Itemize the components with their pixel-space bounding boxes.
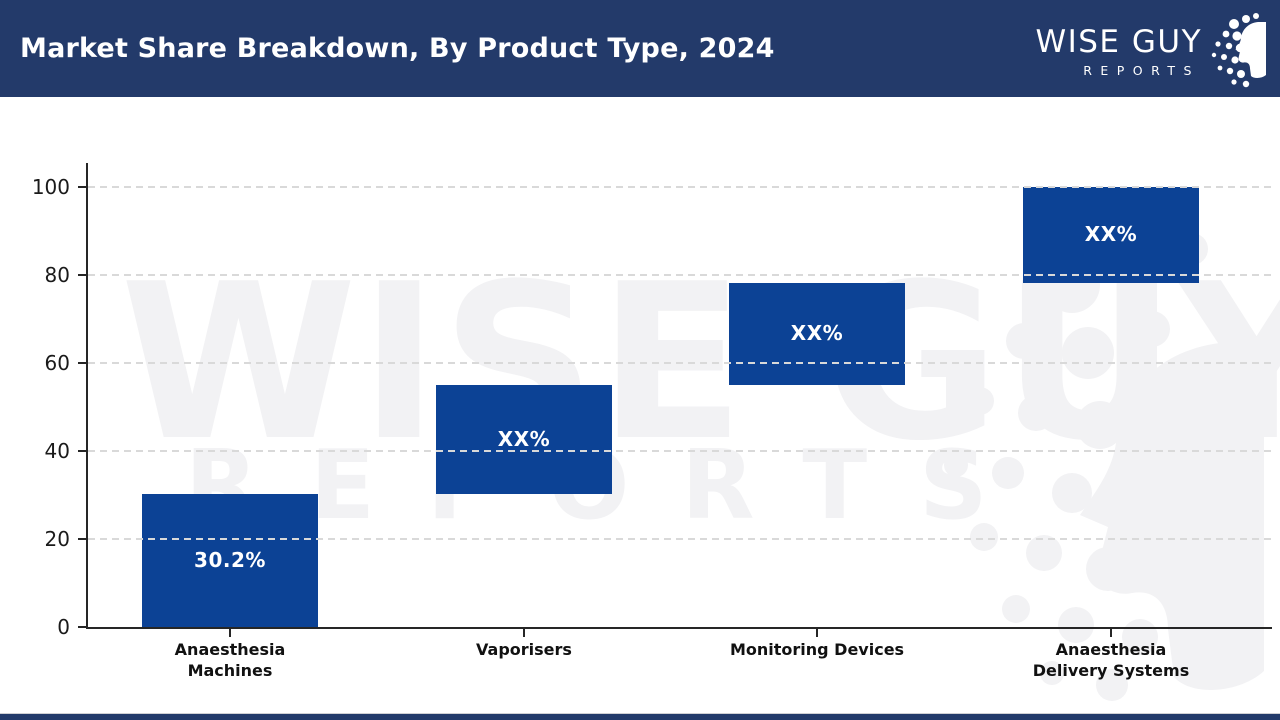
y-tick-label: 100 xyxy=(31,175,70,199)
bar-value-label: XX% xyxy=(1084,221,1138,246)
x-tick-mark xyxy=(816,629,818,637)
gridline-60 xyxy=(88,362,1272,364)
bar-3 xyxy=(729,282,905,385)
logo-wordmark: WISE GUY xyxy=(1035,24,1202,60)
y-tick-mark xyxy=(78,186,86,188)
y-tick-label: 60 xyxy=(44,351,70,375)
x-tick-mark xyxy=(523,629,525,637)
gridline-80 xyxy=(88,274,1272,276)
header-bar: Market Share Breakdown, By Product Type,… xyxy=(0,0,1280,97)
category-label: Monitoring Devices xyxy=(729,640,905,659)
y-tick-label: 40 xyxy=(44,439,70,463)
bar-1 xyxy=(142,494,318,627)
y-tick-mark xyxy=(78,274,86,276)
gridline-20 xyxy=(88,538,1272,540)
bar-value-label: XX% xyxy=(497,426,551,451)
bar-2 xyxy=(436,385,612,495)
gridline-40 xyxy=(88,450,1272,452)
y-tick-mark xyxy=(78,362,86,364)
y-tick-label: 20 xyxy=(44,527,70,551)
logo-subtitle: REPORTS xyxy=(1083,63,1200,78)
chart-area: WISE GUY REPORTS 0 20 40 60 80 100 30.2% Anaest… xyxy=(0,97,1280,713)
footer-bar xyxy=(0,713,1280,720)
category-label: Vaporisers xyxy=(476,640,572,659)
wise-guy-reports-logo: WISE GUY REPORTS xyxy=(1018,6,1268,92)
x-axis-line xyxy=(86,627,1272,629)
bar-value-label: 30.2% xyxy=(194,547,266,572)
category-label: Anaesthesia Delivery Systems xyxy=(1032,640,1190,680)
head-profile-icon xyxy=(1204,10,1268,98)
x-tick-mark xyxy=(1110,629,1112,637)
bar-value-label: XX% xyxy=(790,320,844,345)
category-label: Anaesthesia Machines xyxy=(174,640,286,680)
y-axis-line xyxy=(86,163,88,629)
x-tick-mark xyxy=(229,629,231,637)
y-tick-label: 0 xyxy=(57,615,70,639)
gridline-100 xyxy=(88,186,1272,188)
logo-text: WISE GUY REPORTS xyxy=(1035,24,1202,78)
page-title: Market Share Breakdown, By Product Type,… xyxy=(20,33,775,64)
y-tick-mark xyxy=(78,450,86,452)
y-tick-mark xyxy=(78,626,86,628)
y-tick-mark xyxy=(78,538,86,540)
y-tick-label: 80 xyxy=(44,263,70,287)
bar-4 xyxy=(1023,187,1199,283)
